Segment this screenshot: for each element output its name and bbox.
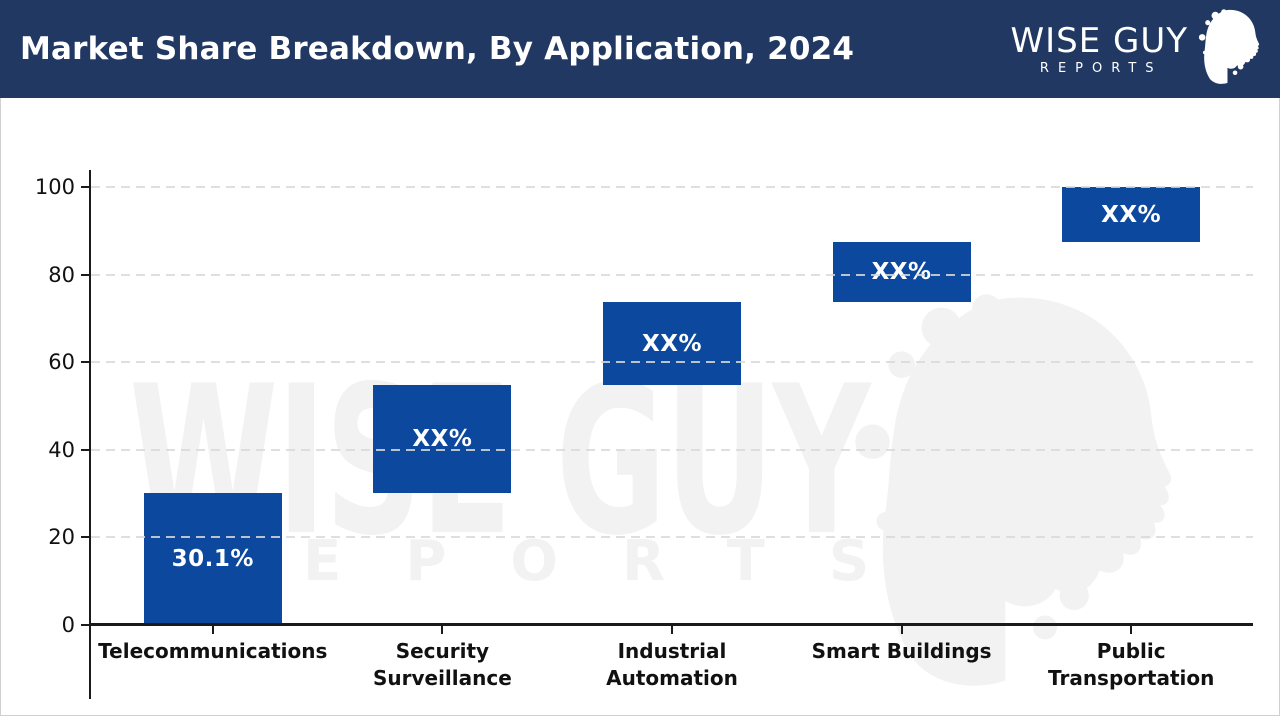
y-tick-label: 20	[48, 525, 75, 550]
bar: 30.1%	[143, 493, 282, 625]
bar-value-label: XX%	[641, 330, 702, 357]
y-tick	[81, 536, 90, 539]
watermark-head-icon	[855, 294, 1172, 686]
x-category-label: Telecommunications	[98, 639, 328, 663]
x-tick	[900, 626, 903, 634]
y-tick-label: 40	[48, 437, 75, 462]
y-tick	[81, 273, 90, 276]
bar: XX%	[1062, 187, 1201, 243]
x-category-label: Industrial Automation	[606, 639, 738, 690]
gridline	[91, 536, 1253, 539]
x-tick	[1130, 626, 1133, 634]
brand-logo-text: WISE GUY REPORTS	[1010, 24, 1188, 76]
chart-region: WISE GUY REPORTS 0 20 40 60 80 100 30.1% Teleco…	[0, 98, 1280, 716]
bar: XX%	[373, 385, 512, 494]
watermark-text-sub: REPORTS	[196, 529, 934, 594]
bar: XX%	[603, 301, 741, 386]
plot-area: 0 20 40 60 80 100 30.1% Telecommunications XX% Se…	[1, 98, 1280, 716]
bar-value-label: XX%	[1101, 201, 1162, 228]
header-bar: Market Share Breakdown, By Application, …	[0, 0, 1280, 98]
brand-subtitle: REPORTS	[1039, 61, 1163, 76]
y-axis-spine	[89, 170, 91, 699]
chart-title: Market Share Breakdown, By Application, …	[20, 31, 855, 67]
gridline	[91, 361, 1253, 364]
y-tick-label: 60	[48, 350, 75, 375]
x-axis-spine	[89, 623, 1253, 626]
x-category-label: Smart Buildings	[811, 639, 992, 663]
head-profile-icon	[1198, 9, 1260, 84]
y-tick	[81, 624, 90, 626]
x-category-label: Public Transportation	[1048, 639, 1215, 690]
y-tick-label: 0	[61, 613, 75, 637]
gridline	[91, 448, 1253, 451]
y-tick	[81, 448, 90, 451]
x-category-label: Security Surveillance	[372, 639, 512, 690]
bar: XX%	[832, 242, 971, 302]
brand-name: WISE GUY	[1010, 21, 1188, 61]
y-tick-label: 100	[34, 175, 75, 199]
gridline	[91, 186, 1253, 188]
x-tick	[211, 626, 214, 634]
bar-value-label: 30.1%	[171, 546, 254, 573]
gridline	[91, 273, 1253, 276]
y-tick	[81, 361, 90, 364]
brand-logo: WISE GUY REPORTS	[1010, 4, 1270, 96]
bar-value-label: XX%	[871, 258, 932, 285]
x-tick	[671, 626, 673, 634]
x-tick	[441, 626, 444, 634]
bar-value-label: XX%	[412, 426, 473, 453]
y-tick	[81, 186, 90, 188]
y-tick-label: 80	[48, 262, 75, 287]
